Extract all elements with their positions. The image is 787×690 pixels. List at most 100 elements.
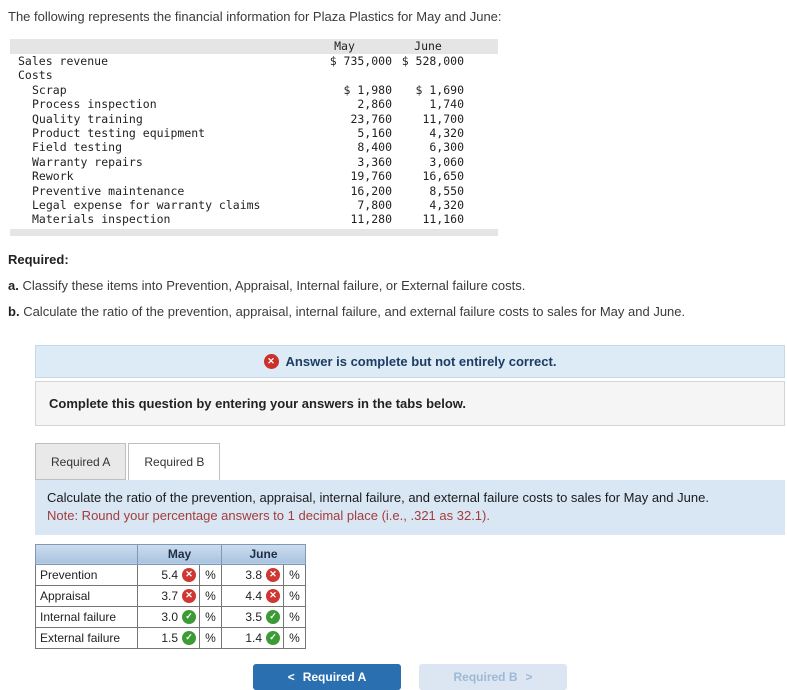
june-value: 11,160 [422,212,464,227]
required-heading: Required: [8,251,69,267]
answer-row-label: External failure [35,626,138,649]
june-value: 4,320 [429,126,464,141]
chevron-right-icon: > [525,669,533,684]
answer-input-june[interactable]: 3.5 [221,605,284,628]
item-a-prefix: a. [8,277,19,293]
item-b-prefix: b. [8,303,20,319]
june-value: 16,650 [422,169,464,184]
status-icon [182,567,196,582]
table-row: Scrap $ 1,980 $ 1,690 [10,83,498,97]
required-item-b: b. Calculate the ratio of the prevention… [8,304,787,319]
next-button-label: Required B [453,669,518,684]
tab-strip: Required A Required B [35,442,785,480]
error-icon: ✕ [263,353,279,369]
column-header-june: June [414,39,442,53]
percent-label: % [283,605,306,628]
tab-required-a[interactable]: Required A [35,442,127,480]
answer-row-label: Internal failure [35,605,138,628]
row-label: Preventive maintenance [32,183,185,198]
intro-text: The following represents the financial i… [8,9,502,24]
may-value: 3,360 [357,154,392,169]
answer-value: 1.4 [245,630,262,645]
tab-required-b[interactable]: Required B [128,442,221,480]
row-label: Rework [32,169,74,184]
financial-table: May June Sales revenue $ 735,000 $ 528,0… [10,39,498,236]
percent-label: % [199,605,222,628]
may-value: $ 1,980 [343,82,392,97]
answer-input-june[interactable]: 1.4 [221,626,284,649]
answer-input-may[interactable]: 3.7 [137,584,200,607]
row-label: Field testing [32,140,123,155]
row-label: Materials inspection [32,212,171,227]
answer-input-may[interactable]: 1.5 [137,626,200,649]
percent-label: % [283,584,306,607]
answer-input-june[interactable]: 4.4 [221,584,284,607]
nav-buttons: < Required A Required B > [35,663,785,690]
instruction-bar-text: Complete this question by entering your … [49,395,467,411]
may-value: 8,400 [357,140,392,155]
status-icon [266,630,280,645]
answer-table: May June Prevention 5.4 % 3.8 % Appraisa… [35,543,306,649]
table-row: Field testing 8,400 6,300 [10,140,498,154]
answer-value: 3.7 [161,588,178,603]
answer-row-label: Prevention [35,563,138,586]
required-a-button[interactable]: < Required A [253,663,401,690]
answer-widget: ✕ Answer is complete but not entirely co… [35,344,785,690]
table-row: Quality training 23,760 11,700 [10,112,498,126]
percent-label: % [199,626,222,649]
answer-value: 5.4 [161,567,178,582]
june-value: 3,060 [429,154,464,169]
row-label: Costs [18,68,53,83]
answer-input-may[interactable]: 3.0 [137,605,200,628]
header-spacer [464,39,498,54]
answer-row-label: Appraisal [35,584,138,607]
required-b-button[interactable]: Required B > [419,663,567,690]
june-value: $ 528,000 [401,54,464,68]
row-label: Process inspection [32,97,157,112]
answer-input-may[interactable]: 5.4 [137,563,200,586]
row-label: Sales revenue [18,54,109,68]
answer-input-june[interactable]: 3.8 [221,563,284,586]
june-value: 1,740 [429,97,464,112]
status-icon [266,588,280,603]
row-label: Scrap [32,82,67,97]
answer-row: External failure 1.5 % 1.4 % [35,626,306,649]
table-row: Costs [10,68,498,82]
may-value [297,68,392,82]
tab-panel: Calculate the ratio of the prevention, a… [35,479,785,535]
alert-banner: ✕ Answer is complete but not entirely co… [35,344,785,378]
alert-text: Answer is complete but not entirely corr… [285,353,557,369]
answer-value: 3.0 [161,609,178,624]
status-icon [182,630,196,645]
column-header-may: May [334,39,355,53]
status-icon [182,609,196,624]
table-row: Product testing equipment 5,160 4,320 [10,126,498,140]
june-value [392,68,464,82]
answer-table-header: May June [35,543,306,565]
instruction-bar: Complete this question by entering your … [35,380,785,426]
item-b-text: Calculate the ratio of the prevention, a… [23,303,686,319]
answer-value: 3.5 [245,609,262,624]
table-row: Legal expense for warranty claims 7,800 … [10,198,498,212]
item-a-text: Classify these items into Prevention, Ap… [22,277,526,293]
percent-label: % [199,563,222,586]
header-spacer [10,39,297,54]
may-value: 5,160 [357,126,392,141]
june-value: $ 1,690 [415,82,464,97]
table-row: Rework 19,760 16,650 [10,169,498,183]
answer-column-june: June [221,543,306,565]
percent-label: % [283,563,306,586]
table-row: Process inspection 2,860 1,740 [10,97,498,111]
table-row: Warranty repairs 3,360 3,060 [10,155,498,169]
answer-value: 3.8 [245,567,262,582]
answer-row: Appraisal 3.7 % 4.4 % [35,584,306,607]
answer-row: Internal failure 3.0 % 3.5 % [35,605,306,628]
chevron-left-icon: < [287,669,295,684]
table-row: Sales revenue $ 735,000 $ 528,000 [10,54,498,68]
row-label: Product testing equipment [32,126,206,141]
panel-note: Note: Round your percentage answers to 1… [47,507,490,523]
may-value: $ 735,000 [329,54,392,68]
june-value: 4,320 [429,198,464,213]
answer-corner-cell [35,543,138,565]
table-footer-strip [10,228,498,236]
